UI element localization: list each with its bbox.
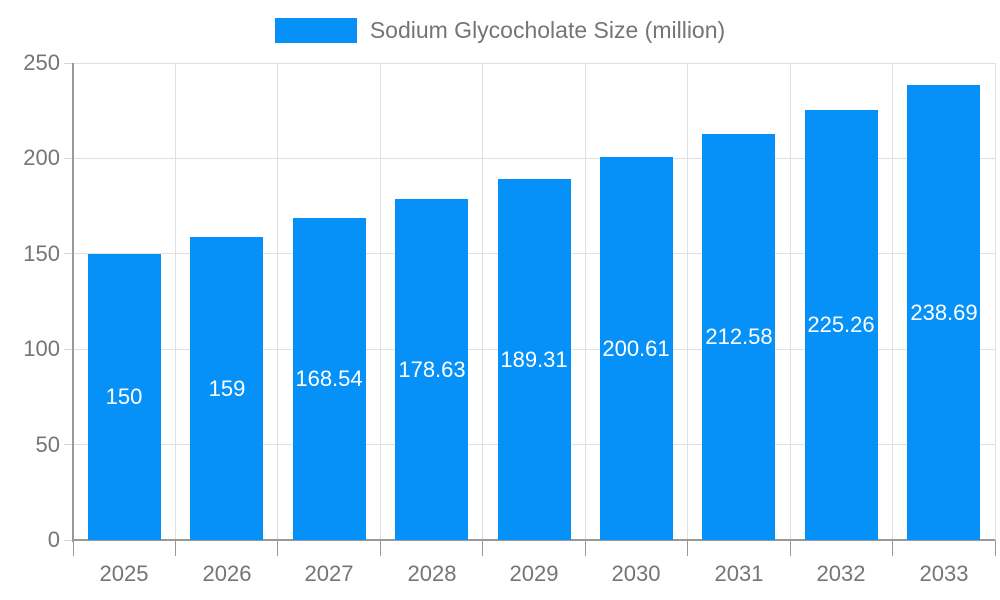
bar-value-label: 178.63 <box>398 357 466 382</box>
x-axis-tick-label: 2026 <box>202 561 252 586</box>
y-axis-line <box>72 63 74 542</box>
y-axis-tick-label: 50 <box>35 431 60 457</box>
bar-value-label: 150 <box>105 384 143 409</box>
x-axis-tick <box>72 540 74 556</box>
bar[interactable] <box>293 218 366 540</box>
x-axis-tick <box>584 540 586 556</box>
bar[interactable] <box>395 199 468 540</box>
bar-value-label: 189.31 <box>500 347 568 372</box>
x-gridline <box>277 63 279 540</box>
x-axis-tick <box>687 540 689 556</box>
bar[interactable] <box>498 179 571 540</box>
x-axis-tick <box>789 540 791 556</box>
bar[interactable] <box>702 134 775 540</box>
x-gridline <box>789 63 791 540</box>
legend: Sodium Glycocholate Size (million) <box>0 16 1000 44</box>
x-gridline <box>174 63 176 540</box>
y-axis-tick-label: 0 <box>47 527 60 552</box>
bar-value-label: 212.58 <box>705 324 773 349</box>
x-axis-tick-label: 2025 <box>99 561 149 586</box>
bar[interactable] <box>190 237 263 540</box>
x-axis-tick-label: 2033 <box>919 561 969 586</box>
y-axis-tick-label: 150 <box>23 240 60 266</box>
x-axis-tick-label: 2030 <box>611 561 661 586</box>
x-axis-tick-label: 2027 <box>304 561 354 586</box>
x-gridline <box>584 63 586 540</box>
bar-value-label: 159 <box>208 376 246 401</box>
y-axis-tick-label: 250 <box>23 50 60 75</box>
x-axis-tick-label: 2028 <box>407 561 457 586</box>
x-gridline <box>892 63 894 540</box>
bar[interactable] <box>907 85 980 540</box>
x-axis-tick <box>379 540 381 556</box>
x-axis-line <box>73 539 995 541</box>
bar-value-label: 168.54 <box>295 366 363 391</box>
x-gridline <box>994 63 996 540</box>
bar-value-label: 200.61 <box>602 336 670 361</box>
x-axis-tick-label: 2032 <box>816 561 866 586</box>
bar-value-label: 225.26 <box>807 312 875 337</box>
x-axis-tick <box>994 540 996 556</box>
x-axis-tick-label: 2031 <box>714 561 764 586</box>
y-axis-tick <box>64 348 73 350</box>
bar[interactable] <box>88 254 161 540</box>
legend-label[interactable]: Sodium Glycocholate Size (million) <box>369 17 726 43</box>
y-gridline <box>73 62 995 64</box>
x-axis-tick <box>892 540 894 556</box>
legend-swatch[interactable] <box>274 17 357 43</box>
x-axis-tick-label: 2029 <box>509 561 559 586</box>
x-axis-tick <box>482 540 484 556</box>
bar[interactable] <box>805 110 878 540</box>
y-axis-tick <box>64 253 73 255</box>
bar[interactable] <box>600 157 673 540</box>
y-gridline <box>73 157 995 159</box>
x-axis-tick <box>277 540 279 556</box>
x-gridline <box>482 63 484 540</box>
y-axis-tick <box>64 62 73 64</box>
y-axis-tick <box>64 157 73 159</box>
y-axis-tick <box>64 539 73 541</box>
y-axis-tick <box>64 444 73 446</box>
bar-value-label: 238.69 <box>910 300 978 325</box>
x-axis-tick <box>174 540 176 556</box>
y-axis-tick-label: 200 <box>23 145 60 171</box>
x-gridline <box>379 63 381 540</box>
y-axis-tick-label: 100 <box>23 336 60 362</box>
x-gridline <box>687 63 689 540</box>
